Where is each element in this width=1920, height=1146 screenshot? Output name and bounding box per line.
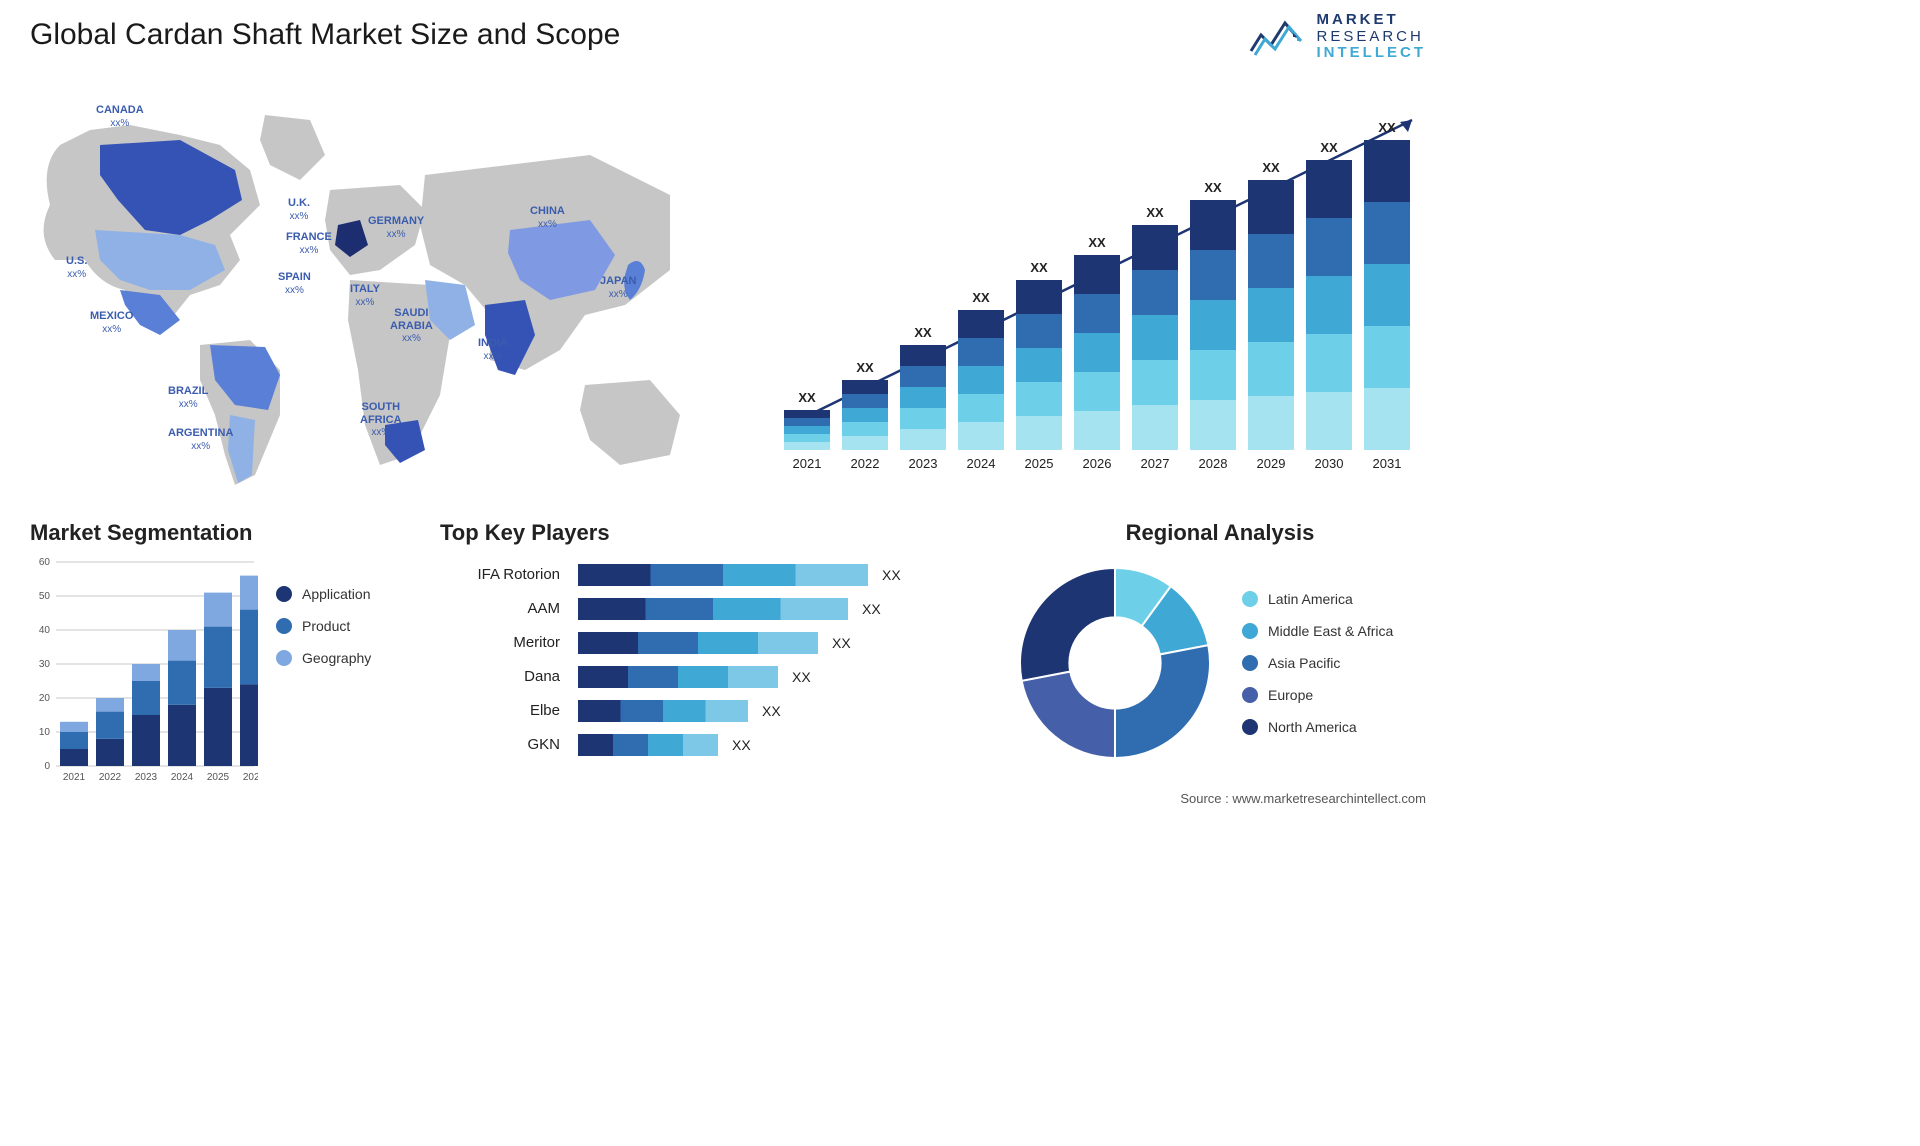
legend-item: North America xyxy=(1242,719,1393,735)
players-labels: IFA Rotorion AAM Meritor Dana Elbe GKN xyxy=(440,564,560,774)
svg-text:2021: 2021 xyxy=(63,772,86,783)
legend-item: Asia Pacific xyxy=(1242,655,1393,671)
svg-text:2024: 2024 xyxy=(967,456,996,471)
svg-text:30: 30 xyxy=(39,659,51,670)
svg-text:XX: XX xyxy=(856,360,874,375)
map-label-france: FRANCExx% xyxy=(286,231,332,256)
svg-text:XX: XX xyxy=(832,635,851,651)
svg-text:50: 50 xyxy=(39,591,51,602)
regional-section: Regional Analysis Latin America Middle Ea… xyxy=(1010,520,1430,768)
legend-item: Application xyxy=(276,586,371,602)
svg-text:XX: XX xyxy=(1320,140,1338,155)
players-section: Top Key Players IFA Rotorion AAM Meritor Da… xyxy=(440,520,970,774)
segmentation-legend: Application Product Geography xyxy=(276,586,371,786)
svg-text:2026: 2026 xyxy=(243,772,258,783)
map-label-spain: SPAINxx% xyxy=(278,271,311,296)
map-label-u-s-: U.S.xx% xyxy=(66,255,87,280)
svg-text:2030: 2030 xyxy=(1315,456,1344,471)
segmentation-section: Market Segmentation 0 10 20 30 40 50 60 2021 202… xyxy=(30,520,390,786)
svg-text:2024: 2024 xyxy=(171,772,194,783)
legend-item: Geography xyxy=(276,650,371,666)
regional-donut xyxy=(1010,558,1220,768)
svg-text:XX: XX xyxy=(1378,120,1396,135)
svg-text:XX: XX xyxy=(1088,235,1106,250)
players-title: Top Key Players xyxy=(440,520,970,546)
svg-text:2021: 2021 xyxy=(793,456,822,471)
regional-title: Regional Analysis xyxy=(1010,520,1430,546)
svg-text:40: 40 xyxy=(39,625,51,636)
player-label: GKN xyxy=(440,734,560,756)
svg-text:XX: XX xyxy=(1146,205,1164,220)
map-label-brazil: BRAZILxx% xyxy=(168,385,208,410)
map-label-china: CHINAxx% xyxy=(530,205,565,230)
svg-text:10: 10 xyxy=(39,727,51,738)
svg-text:2022: 2022 xyxy=(99,772,122,783)
market-size-bar-chart: XX 2021 XX 2022 XX 2023 XX 2024 XX 2025 XX 2026 XX 20… xyxy=(776,100,1416,480)
svg-text:0: 0 xyxy=(44,761,50,772)
svg-text:2022: 2022 xyxy=(851,456,880,471)
logo-line3: INTELLECT xyxy=(1317,45,1427,62)
world-map: CANADAxx% U.S.xx% MEXICOxx% BRAZILxx% ARGENT… xyxy=(30,85,700,495)
map-label-south-africa: SOUTHAFRICAxx% xyxy=(360,401,402,439)
svg-text:XX: XX xyxy=(792,669,811,685)
svg-text:XX: XX xyxy=(1030,260,1048,275)
page-title: Global Cardan Shaft Market Size and Scop… xyxy=(30,18,620,52)
svg-text:XX: XX xyxy=(1204,180,1222,195)
player-label: AAM xyxy=(440,598,560,620)
svg-text:XX: XX xyxy=(862,601,881,617)
svg-text:XX: XX xyxy=(762,703,781,719)
map-label-mexico: MEXICOxx% xyxy=(90,310,133,335)
map-label-u-k-: U.K.xx% xyxy=(288,197,310,222)
logo-line1: MARKET xyxy=(1317,12,1427,29)
svg-text:2025: 2025 xyxy=(1025,456,1054,471)
player-label: Dana xyxy=(440,666,560,688)
player-label: Meritor xyxy=(440,632,560,654)
map-label-saudi-arabia: SAUDIARABIAxx% xyxy=(390,307,433,345)
svg-text:XX: XX xyxy=(798,390,816,405)
segmentation-title: Market Segmentation xyxy=(30,520,390,546)
players-chart: XX XX XX XX XX XX xyxy=(578,564,938,774)
source-attribution: Source : www.marketresearchintellect.com xyxy=(1180,791,1426,806)
svg-text:2025: 2025 xyxy=(207,772,230,783)
svg-text:XX: XX xyxy=(882,567,901,583)
segmentation-chart: 0 10 20 30 40 50 60 2021 2022 2023 2024 2025 2026 xyxy=(30,556,258,786)
svg-text:2027: 2027 xyxy=(1141,456,1170,471)
svg-text:2023: 2023 xyxy=(135,772,158,783)
svg-text:2023: 2023 xyxy=(909,456,938,471)
legend-item: Latin America xyxy=(1242,591,1393,607)
svg-text:2026: 2026 xyxy=(1083,456,1112,471)
legend-item: Europe xyxy=(1242,687,1393,703)
legend-item: Product xyxy=(276,618,371,634)
map-label-italy: ITALYxx% xyxy=(350,283,380,308)
regional-legend: Latin America Middle East & Africa Asia Pa… xyxy=(1242,591,1393,735)
svg-text:20: 20 xyxy=(39,693,51,704)
svg-text:XX: XX xyxy=(732,737,751,753)
svg-text:2028: 2028 xyxy=(1199,456,1228,471)
brand-logo: MARKET RESEARCH INTELLECT xyxy=(1249,12,1427,62)
map-label-japan: JAPANxx% xyxy=(600,275,636,300)
svg-text:XX: XX xyxy=(972,290,990,305)
svg-text:2029: 2029 xyxy=(1257,456,1286,471)
logo-icon xyxy=(1249,13,1307,61)
svg-text:2031: 2031 xyxy=(1373,456,1402,471)
svg-text:60: 60 xyxy=(39,557,51,568)
player-label: Elbe xyxy=(440,700,560,722)
legend-item: Middle East & Africa xyxy=(1242,623,1393,639)
map-label-india: INDIAxx% xyxy=(478,337,508,362)
logo-line2: RESEARCH xyxy=(1317,29,1427,46)
svg-text:XX: XX xyxy=(1262,160,1280,175)
svg-text:XX: XX xyxy=(914,325,932,340)
map-label-germany: GERMANYxx% xyxy=(368,215,424,240)
map-label-argentina: ARGENTINAxx% xyxy=(168,427,233,452)
bar-chart-svg: XX 2021 XX 2022 XX 2023 XX 2024 XX 2025 XX 2026 XX 20… xyxy=(776,100,1416,480)
player-label: IFA Rotorion xyxy=(440,564,560,586)
map-label-canada: CANADAxx% xyxy=(96,104,144,129)
